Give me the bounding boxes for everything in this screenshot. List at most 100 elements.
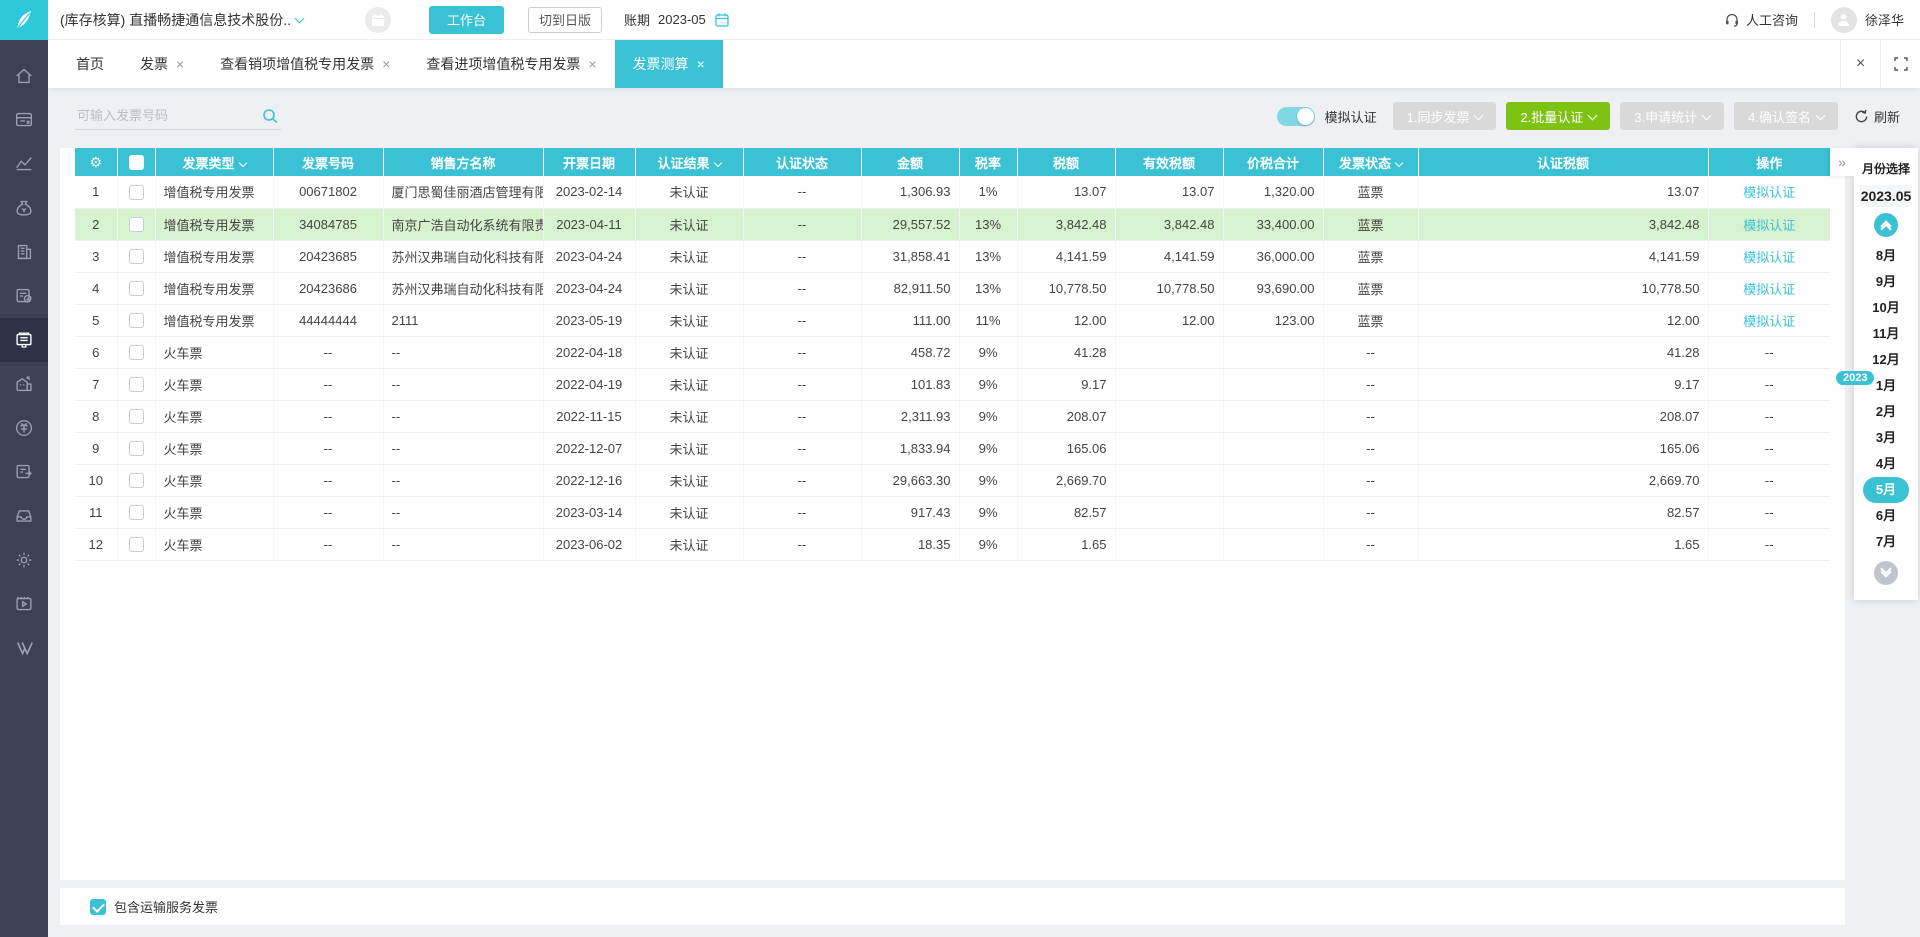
table-row[interactable]: 4 增值税专用发票 20423686 苏州汉弗瑞自动化科技有限公司 2023-0… <box>75 272 1830 305</box>
table-row[interactable]: 7 火车票 -- -- 2022-04-19 未认证 -- 101.83 9% … <box>75 368 1830 401</box>
row-checkbox[interactable] <box>128 537 144 553</box>
tab[interactable]: 查看销项增值税专用发票 × <box>202 40 408 88</box>
cell-operation[interactable]: -- <box>1708 336 1830 369</box>
workbench-button[interactable]: 工作台 <box>429 5 505 34</box>
tab-close-icon[interactable]: × <box>176 56 185 72</box>
tab[interactable]: 首页 × <box>58 40 122 88</box>
month-item[interactable]: 9月 <box>1875 274 1897 289</box>
table-row[interactable]: 6 火车票 -- -- 2022-04-18 未认证 -- 458.72 9% … <box>75 336 1830 369</box>
month-item[interactable]: 11月 <box>1872 326 1900 341</box>
step-button[interactable]: 3.申请统计 <box>1620 102 1725 130</box>
month-item[interactable]: 6月 <box>1875 508 1897 523</box>
scroll-down-button[interactable] <box>1874 561 1898 585</box>
select-all-checkbox[interactable] <box>117 148 156 176</box>
refresh-button[interactable]: 刷新 <box>1854 107 1900 126</box>
step-button[interactable]: 2.批量认证 <box>1506 102 1611 130</box>
sidebar-item-assets[interactable] <box>0 362 48 406</box>
step-button[interactable]: 1.同步发票 <box>1392 102 1497 130</box>
simulate-auth-toggle[interactable] <box>1276 106 1315 126</box>
cell-operation[interactable]: -- <box>1708 528 1830 561</box>
table-row[interactable]: 3 增值税专用发票 20423685 苏州汉弗瑞自动化科技有限公司 2023-0… <box>75 240 1830 273</box>
row-checkbox[interactable] <box>128 249 144 265</box>
sidebar-item-tutorial[interactable] <box>0 582 48 626</box>
col-auth-result[interactable]: 认证结果 <box>635 148 744 176</box>
transport-invoice-checkbox[interactable] <box>90 898 106 915</box>
row-checkbox[interactable] <box>128 313 144 329</box>
sidebar-item-archive[interactable] <box>0 494 48 538</box>
support-link[interactable]: 人工咨询 <box>1724 10 1798 29</box>
table-row[interactable]: 8 火车票 -- -- 2022-11-15 未认证 -- 2,311.93 9… <box>75 400 1830 433</box>
row-checkbox[interactable] <box>128 377 144 393</box>
switch-version-button[interactable]: 切到日版 <box>528 6 603 33</box>
row-checkbox[interactable] <box>128 505 144 521</box>
tab-close-icon[interactable]: × <box>696 56 705 72</box>
collapse-panel-button[interactable]: » <box>1830 148 1854 176</box>
cell-operation[interactable]: -- <box>1708 432 1830 465</box>
cell-operation[interactable]: -- <box>1708 496 1830 529</box>
scroll-up-button[interactable] <box>1874 213 1898 237</box>
chevron-down-icon[interactable] <box>294 13 305 23</box>
cell-operation[interactable]: 模拟认证 <box>1708 176 1830 209</box>
month-item[interactable]: 3月 <box>1875 430 1897 445</box>
cell-operation[interactable]: 模拟认证 <box>1708 240 1830 273</box>
sidebar-item-tax[interactable] <box>0 406 48 450</box>
tab[interactable]: 发票测算 × <box>614 40 723 88</box>
cell-operation[interactable]: -- <box>1708 368 1830 401</box>
table-row[interactable]: 5 增值税专用发票 44444444 2111 2023-05-19 未认证 -… <box>75 304 1830 337</box>
cell-operation[interactable]: 模拟认证 <box>1708 304 1830 337</box>
month-item[interactable]: 2月 <box>1875 404 1897 419</box>
calendar-icon[interactable] <box>714 12 730 28</box>
tab[interactable]: 发票 × <box>122 40 202 88</box>
sidebar-item-brand[interactable] <box>0 626 48 670</box>
close-all-button[interactable]: × <box>1840 40 1880 88</box>
cell-operation[interactable]: -- <box>1708 464 1830 497</box>
sidebar-item-company[interactable] <box>0 230 48 274</box>
sidebar-item-funds[interactable] <box>0 186 48 230</box>
col-invoice-type[interactable]: 发票类型 <box>155 148 274 176</box>
username[interactable]: 徐泽华 <box>1864 13 1904 28</box>
row-checkbox[interactable] <box>128 345 144 361</box>
fullscreen-button[interactable] <box>1880 40 1920 88</box>
table-row[interactable]: 1 增值税专用发票 00671802 厦门思蜀佳丽酒店管理有限公司 2023-0… <box>75 176 1830 209</box>
period-value[interactable]: 2023-05 <box>658 12 706 27</box>
table-row[interactable]: 10 火车票 -- -- 2022-12-16 未认证 -- 29,663.30… <box>75 464 1830 497</box>
column-settings-gear-icon[interactable]: ⚙ <box>75 148 118 176</box>
schedule-icon[interactable] <box>365 6 391 33</box>
month-item[interactable]: 1月 <box>1875 378 1897 393</box>
month-item[interactable]: 8月 <box>1875 248 1897 263</box>
tab-close-icon[interactable]: × <box>382 56 391 72</box>
row-checkbox[interactable] <box>128 281 144 297</box>
row-checkbox[interactable] <box>128 441 144 457</box>
row-checkbox[interactable] <box>128 409 144 425</box>
table-row[interactable]: 12 火车票 -- -- 2023-06-02 未认证 -- 18.35 9% … <box>75 528 1830 561</box>
tab[interactable]: 查看进项增值税专用发票 × <box>408 40 614 88</box>
table-row[interactable]: 2 增值税专用发票 34084785 南京广浩自动化系统有限责任公司 2023-… <box>75 208 1830 241</box>
sidebar-item-voucher[interactable] <box>0 98 48 142</box>
table-row[interactable]: 11 火车票 -- -- 2023-03-14 未认证 -- 917.43 9%… <box>75 496 1830 529</box>
row-checkbox[interactable] <box>128 473 144 489</box>
month-item[interactable]: 12月 <box>1872 352 1900 367</box>
step-button[interactable]: 4.确认签名 <box>1734 102 1838 130</box>
tab-close-icon[interactable]: × <box>588 56 597 72</box>
search-icon[interactable] <box>261 107 279 125</box>
month-item[interactable]: 4月 <box>1875 456 1897 471</box>
company-selector[interactable]: (库存核算) 直播畅捷通信息技术股份... <box>60 11 290 28</box>
sidebar-item-settings[interactable] <box>0 538 48 582</box>
cell-operation[interactable]: -- <box>1708 400 1830 433</box>
row-checkbox[interactable] <box>128 184 144 200</box>
row-checkbox[interactable] <box>128 217 144 233</box>
sidebar-item-transfer[interactable] <box>0 450 48 494</box>
sidebar-item-reports[interactable] <box>0 142 48 186</box>
cell-operation[interactable]: 模拟认证 <box>1708 208 1830 241</box>
sidebar-item-invoice[interactable] <box>0 318 48 362</box>
brand-logo-icon[interactable] <box>0 0 48 40</box>
cell-operation[interactable]: 模拟认证 <box>1708 272 1830 305</box>
col-invoice-status[interactable]: 发票状态 <box>1323 148 1419 176</box>
month-item[interactable]: 7月 <box>1875 534 1897 549</box>
sidebar-item-statement[interactable] <box>0 274 48 318</box>
table-row[interactable]: 9 火车票 -- -- 2022-12-07 未认证 -- 1,833.94 9… <box>75 432 1830 465</box>
month-item[interactable]: 10月 <box>1872 300 1900 315</box>
sidebar-item-home[interactable] <box>0 54 48 98</box>
avatar[interactable] <box>1830 6 1857 33</box>
search-input[interactable] <box>77 108 261 123</box>
